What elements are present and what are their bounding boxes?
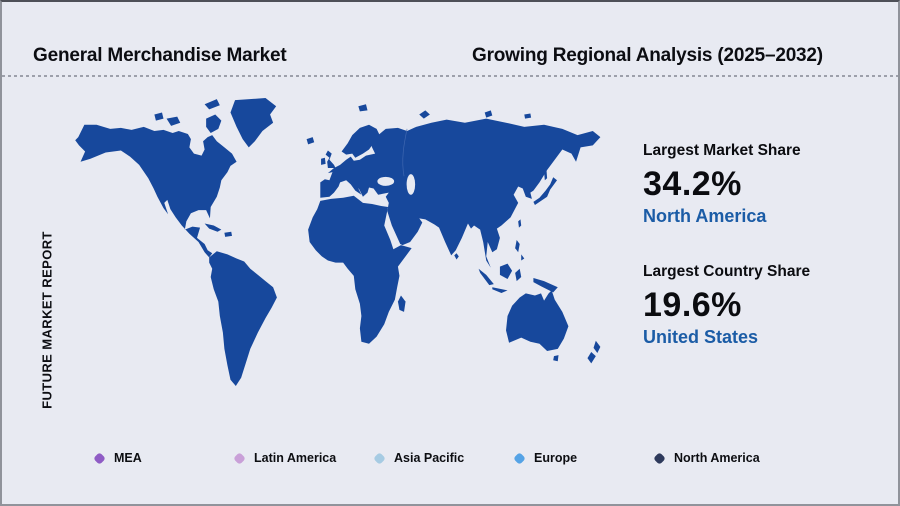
legend-dot <box>653 451 666 465</box>
legend-item-latin-america: Latin America <box>233 449 337 467</box>
caspian-sea <box>406 174 416 195</box>
page-title-right: Growing Regional Analysis (2025–2032) <box>472 45 823 66</box>
legend-label: MEA <box>114 451 142 465</box>
stat-block-country-share: Largest Country Share 19.6% United State… <box>643 263 893 348</box>
country-border-line <box>402 128 408 177</box>
black-sea <box>377 176 395 186</box>
stat-value: 34.2% <box>643 165 742 203</box>
legend-label: Latin America <box>254 451 337 465</box>
stat-region: North America <box>643 205 767 226</box>
stat-region: United States <box>643 326 759 347</box>
legend-dot <box>513 451 526 465</box>
legend-label: North America <box>674 451 760 465</box>
stat-block-market-share: Largest Market Share 34.2% North America <box>643 142 893 227</box>
world-map <box>60 96 608 388</box>
legend-item-north-america: North America <box>653 449 760 467</box>
world-map-land <box>75 98 601 386</box>
legend-dot <box>233 451 246 465</box>
stat-value: 19.6% <box>643 286 742 324</box>
legend-label: Europe <box>534 451 578 465</box>
world-map-svg <box>75 98 601 386</box>
legend-item-europe: Europe <box>513 449 578 467</box>
legend-dot <box>93 451 106 465</box>
legend: MEA Latin America Asia Pacific Europe No… <box>2 449 898 469</box>
legend-item-mea: MEA <box>93 449 142 467</box>
legend-label: Asia Pacific <box>394 451 465 465</box>
stat-label: Largest Market Share <box>643 142 801 159</box>
legend-dot <box>373 451 386 465</box>
dotted-divider <box>2 75 898 77</box>
legend-item-asia-pacific: Asia Pacific <box>373 449 465 467</box>
stat-label: Largest Country Share <box>643 263 811 280</box>
page-title-left: General Merchandise Market <box>33 45 287 66</box>
brand-vertical-text: FUTURE MARKET REPORT <box>39 231 55 409</box>
